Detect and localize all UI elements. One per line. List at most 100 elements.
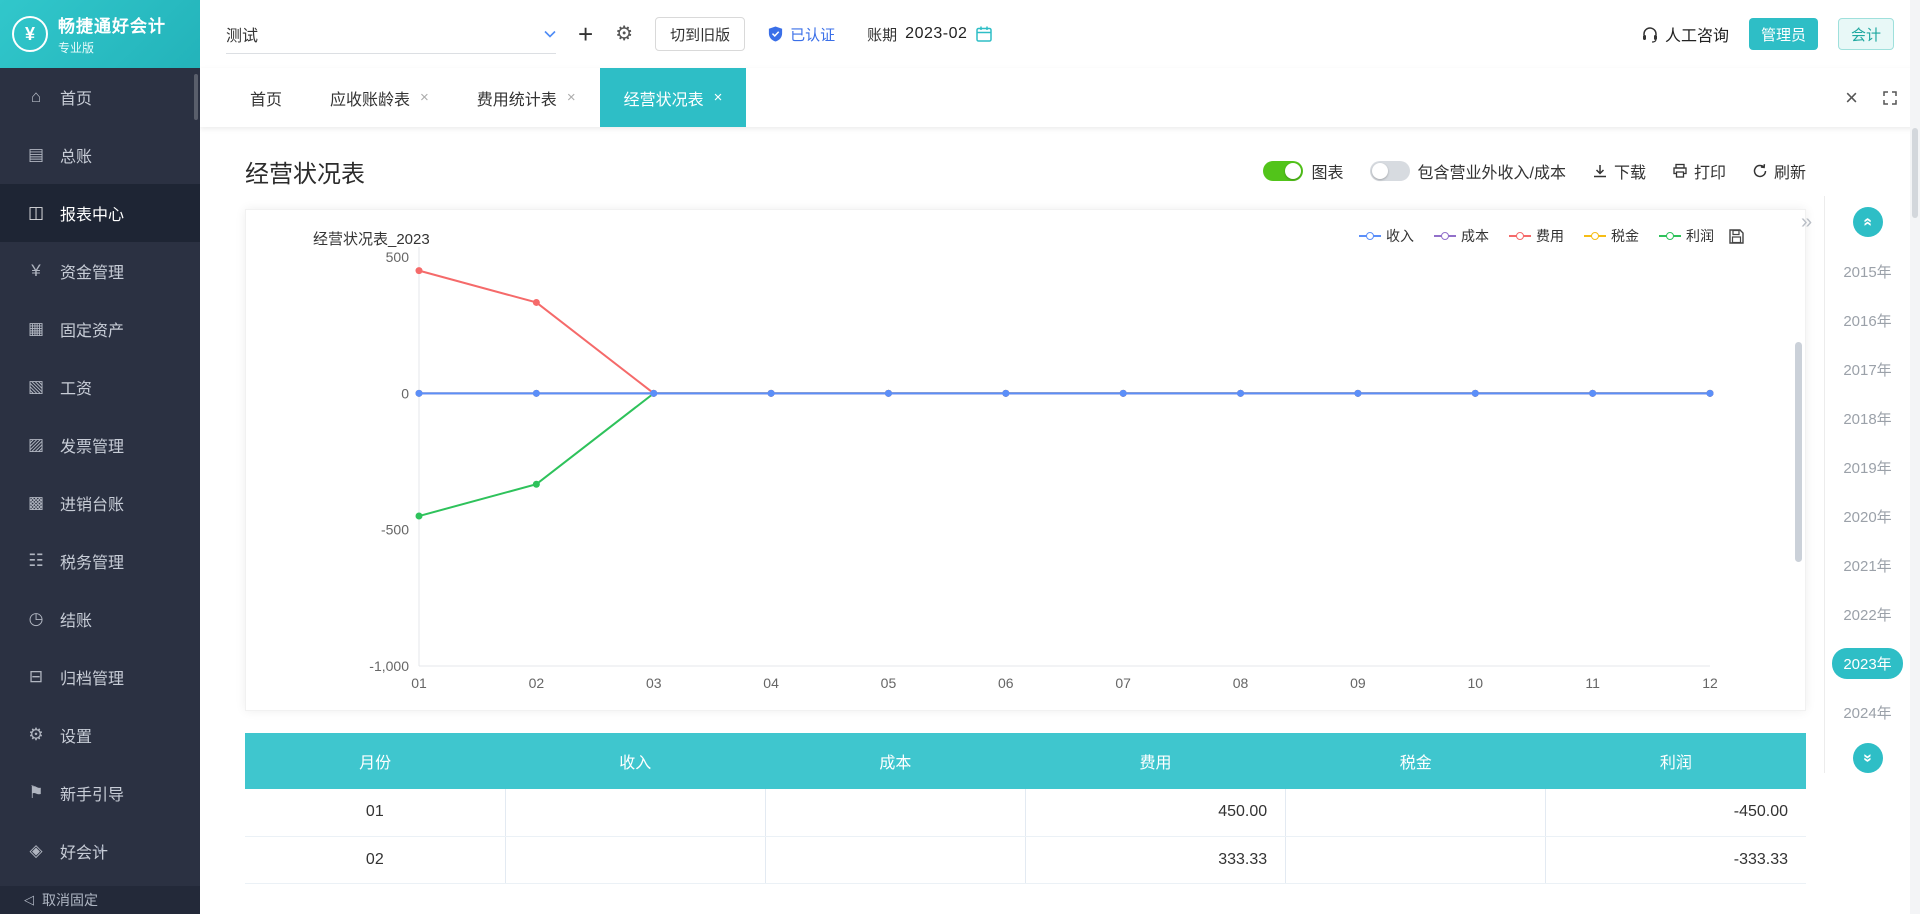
sidebar-item-purchase-sales[interactable]: ▩ 进销台账 bbox=[0, 474, 200, 532]
tabbar: 首页 应收账龄表 × 费用统计表 × 经营状况表 × × bbox=[200, 68, 1920, 127]
table-cell: 01 bbox=[245, 789, 506, 837]
chart-scrollbar[interactable] bbox=[1795, 342, 1802, 562]
accountant-button[interactable]: 会计 bbox=[1837, 18, 1894, 50]
sidebar-item-more[interactable]: ◈ 好会计 bbox=[0, 822, 200, 871]
sidebar-item-payroll[interactable]: ▧ 工资 bbox=[0, 358, 200, 416]
print-button[interactable]: 打印 bbox=[1672, 159, 1726, 183]
close-tab-icon[interactable]: × bbox=[1845, 84, 1858, 110]
admin-button[interactable]: 管理员 bbox=[1748, 18, 1818, 50]
add-account-set-button[interactable]: + bbox=[578, 21, 593, 47]
tab-home[interactable]: 首页 bbox=[226, 68, 306, 127]
year-item-2015[interactable]: 2015年 bbox=[1825, 247, 1910, 296]
year-label: 2020年 bbox=[1843, 509, 1892, 526]
legend-label: 收入 bbox=[1386, 228, 1414, 244]
tab-close-icon[interactable]: × bbox=[713, 89, 723, 106]
tab-operating-status[interactable]: 经营状况表 × bbox=[599, 68, 747, 127]
years-scroll-down-button[interactable]: « bbox=[1852, 743, 1883, 773]
sidebar-item-report-center[interactable]: ◫ 报表中心 bbox=[0, 184, 200, 242]
sidebar-item-label: 固定资产 bbox=[60, 323, 125, 340]
legend-label: 费用 bbox=[1536, 228, 1564, 244]
sidebar-item-closing[interactable]: ◷ 结账 bbox=[0, 590, 200, 648]
fullscreen-icon[interactable] bbox=[1882, 90, 1898, 106]
save-chart-image-icon[interactable] bbox=[1728, 228, 1745, 245]
sidebar-item-general-ledger[interactable]: ▤ 总账 bbox=[0, 126, 200, 184]
company-select[interactable]: 测试 bbox=[226, 14, 556, 54]
include-nonoperating-toggle[interactable] bbox=[1369, 161, 1410, 181]
purchase-sales-icon: ▩ bbox=[27, 493, 45, 512]
legend-item-income[interactable]: 收入 bbox=[1359, 226, 1414, 246]
download-label: 下载 bbox=[1613, 165, 1646, 182]
tab-receivables-aging[interactable]: 应收账龄表 × bbox=[306, 68, 453, 127]
chart-view-toggle[interactable] bbox=[1263, 161, 1304, 181]
sidebar-item-fixed-assets[interactable]: ▦ 固定资产 bbox=[0, 300, 200, 358]
download-button[interactable]: 下载 bbox=[1592, 159, 1646, 183]
year-item-2021[interactable]: 2021年 bbox=[1825, 541, 1910, 590]
year-item-2017[interactable]: 2017年 bbox=[1825, 345, 1910, 394]
legend-marker bbox=[1659, 232, 1681, 240]
years-scroll-up-button[interactable]: « bbox=[1852, 207, 1883, 237]
year-item-2023[interactable]: 2023年 bbox=[1825, 639, 1910, 688]
unpin-sidebar-button[interactable]: ◁ 取消固定 bbox=[0, 886, 200, 914]
consult-label: 人工咨询 bbox=[1664, 28, 1729, 45]
collapse-panel-icon[interactable]: » bbox=[1801, 211, 1813, 233]
tab-close-icon[interactable]: × bbox=[566, 89, 576, 106]
legend-item-expense[interactable]: 费用 bbox=[1509, 226, 1564, 246]
legend-marker bbox=[1434, 232, 1456, 240]
calendar-icon[interactable] bbox=[975, 25, 993, 43]
fixed-assets-icon: ▦ bbox=[27, 319, 45, 338]
year-label: 2015年 bbox=[1843, 264, 1892, 281]
unpin-label: 取消固定 bbox=[42, 892, 98, 908]
svg-text:05: 05 bbox=[881, 675, 897, 691]
sidebar-item-tax[interactable]: ☷ 税务管理 bbox=[0, 532, 200, 590]
switch-old-version-button[interactable]: 切到旧版 bbox=[655, 17, 746, 51]
year-item-2022[interactable]: 2022年 bbox=[1825, 590, 1910, 639]
sidebar-item-settings[interactable]: ⚙ 设置 bbox=[0, 706, 200, 764]
guide-icon: ⚑ bbox=[28, 783, 44, 802]
account-settings-button[interactable]: ⚙ bbox=[615, 24, 633, 44]
year-item-2024[interactable]: 2024年 bbox=[1825, 688, 1910, 737]
refresh-button[interactable]: 刷新 bbox=[1752, 159, 1806, 183]
year-label: 2022年 bbox=[1843, 607, 1892, 624]
report-center-icon: ◫ bbox=[27, 203, 45, 222]
period-label: 账期 bbox=[867, 26, 898, 44]
sidebar-item-label: 总账 bbox=[60, 149, 93, 166]
logo-text: 畅捷通好会计 专业版 bbox=[58, 12, 166, 56]
svg-text:500: 500 bbox=[386, 249, 410, 265]
menu-scroll-down-icon[interactable]: ∨ bbox=[95, 842, 105, 857]
chart-card: 经营状况表_2023 收入 成本 费用 税金 利润 500 0 -500 -1,000 01 02… bbox=[245, 209, 1806, 711]
svg-text:01: 01 bbox=[411, 675, 427, 691]
certified-badge[interactable]: 已认证 bbox=[767, 24, 835, 45]
legend-label: 成本 bbox=[1461, 228, 1489, 244]
sidebar-item-archive[interactable]: ⊟ 归档管理 bbox=[0, 648, 200, 706]
page-scrollbar[interactable] bbox=[1910, 0, 1920, 914]
year-item-2020[interactable]: 2020年 bbox=[1825, 492, 1910, 541]
year-item-2019[interactable]: 2019年 bbox=[1825, 443, 1910, 492]
year-label: 2021年 bbox=[1843, 558, 1892, 575]
report-toolbar: 图表 包含营业外收入/成本 下载 bbox=[1263, 159, 1806, 183]
year-item-2016[interactable]: 2016年 bbox=[1825, 296, 1910, 345]
legend-item-tax[interactable]: 税金 bbox=[1584, 226, 1639, 246]
accounting-period: 账期 2023-02 bbox=[867, 24, 993, 45]
toggle-knob bbox=[1371, 163, 1388, 179]
sidebar-item-guide[interactable]: ⚑ 新手引导 bbox=[0, 764, 200, 822]
manual-consult-button[interactable]: 人工咨询 bbox=[1641, 22, 1729, 46]
page-scrollbar-thumb[interactable] bbox=[1912, 128, 1918, 218]
legend-item-cost[interactable]: 成本 bbox=[1434, 226, 1489, 246]
table-col-4: 税金 bbox=[1285, 733, 1546, 789]
year-item-2018[interactable]: 2018年 bbox=[1825, 394, 1910, 443]
legend-item-profit[interactable]: 利润 bbox=[1659, 226, 1714, 246]
sidebar-item-funds[interactable]: ¥ 资金管理 bbox=[0, 242, 200, 300]
sidebar-scrollbar[interactable] bbox=[194, 74, 198, 120]
logo-yuan-icon: ¥ bbox=[12, 16, 48, 52]
period-value[interactable]: 2023-02 bbox=[905, 25, 968, 42]
tab-expense-stats[interactable]: 费用统计表 × bbox=[453, 68, 600, 127]
sidebar-item-invoices[interactable]: ▨ 发票管理 bbox=[0, 416, 200, 474]
sidebar-item-label: 报表中心 bbox=[60, 207, 125, 224]
double-chevron-up-icon: « bbox=[1859, 217, 1877, 227]
tab-close-icon[interactable]: × bbox=[420, 89, 429, 106]
tab-label: 应收账龄表 bbox=[330, 91, 411, 109]
sidebar-item-home[interactable]: ⌂ 首页 bbox=[0, 68, 200, 126]
table-col-1: 收入 bbox=[505, 733, 766, 789]
table-col-3: 费用 bbox=[1025, 733, 1286, 789]
